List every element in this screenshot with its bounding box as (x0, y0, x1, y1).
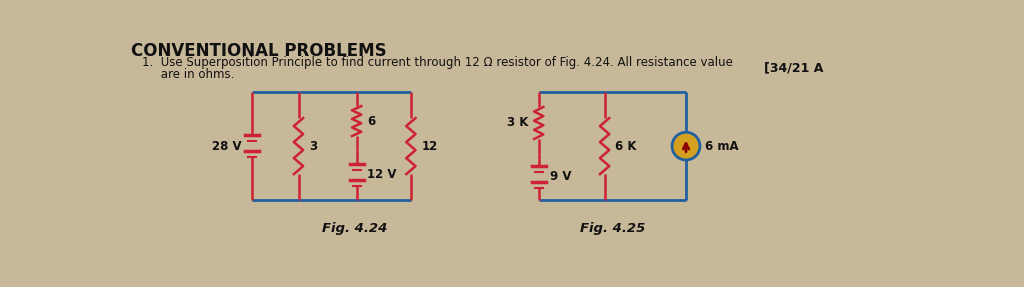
Text: 6: 6 (368, 115, 376, 127)
Text: are in ohms.: are in ohms. (142, 68, 234, 81)
Circle shape (672, 132, 700, 160)
Text: 12: 12 (422, 139, 438, 153)
Text: 3: 3 (309, 139, 317, 153)
Text: 28 V: 28 V (212, 139, 241, 153)
Text: 6 mA: 6 mA (705, 139, 738, 153)
Text: 3 K: 3 K (507, 117, 528, 129)
Text: Fig. 4.25: Fig. 4.25 (580, 222, 645, 234)
Text: 9 V: 9 V (550, 170, 571, 183)
Text: 1.  Use Superposition Principle to find current through 12 Ω resistor of Fig. 4.: 1. Use Superposition Principle to find c… (142, 56, 733, 69)
Text: Fig. 4.24: Fig. 4.24 (322, 222, 387, 234)
Text: 6 K: 6 K (615, 139, 637, 153)
Text: CONVENTIONAL PROBLEMS: CONVENTIONAL PROBLEMS (131, 42, 387, 60)
Text: [34/21 A: [34/21 A (764, 61, 823, 74)
Text: 12 V: 12 V (368, 168, 397, 181)
